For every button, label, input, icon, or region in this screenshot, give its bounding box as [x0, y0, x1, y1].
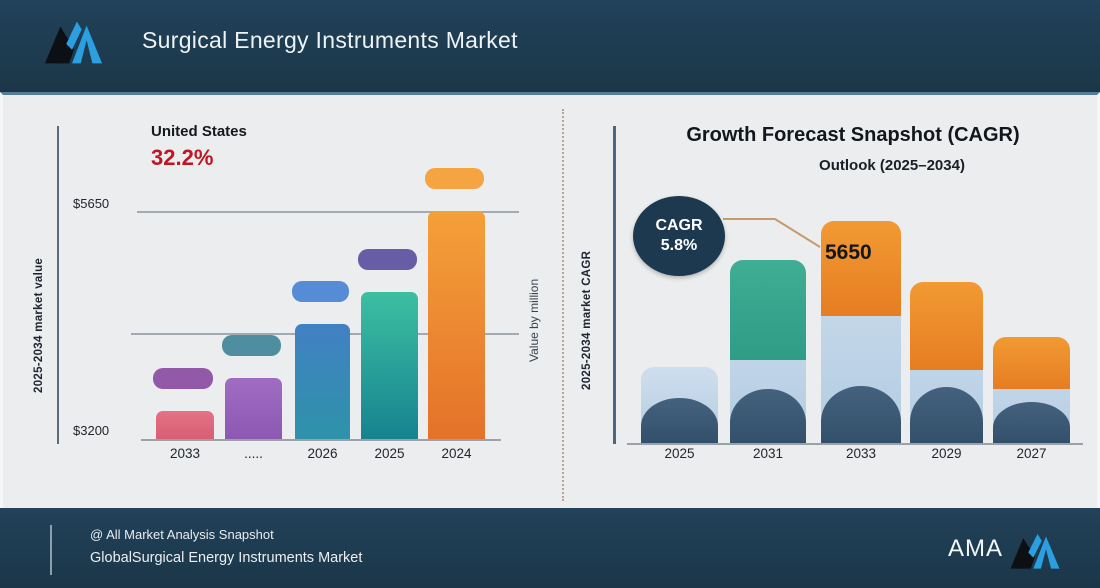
bar-cap-2024	[425, 168, 484, 189]
footer-brand-text: AMA	[948, 535, 1004, 562]
region-label: United States	[151, 123, 247, 140]
left-xtick-2033: 2033	[169, 446, 201, 461]
left-xtick-.....: .....	[244, 446, 263, 461]
segment-top-2033	[821, 221, 901, 316]
segment-base-2027	[993, 402, 1070, 443]
segment-base-2029	[910, 387, 983, 443]
left-ytick-3200: $3200	[73, 423, 110, 438]
cagr-badge-value: 5.8%	[660, 237, 698, 254]
left-gridline-5650	[137, 211, 519, 213]
left-right-axis-label: Value by million	[527, 278, 541, 362]
stacked-bar-2027	[993, 337, 1070, 443]
bar-2033	[156, 411, 214, 439]
cagr-badge-label: CAGR	[655, 217, 703, 234]
right-x-axis-line	[627, 443, 1083, 445]
stacked-bar-2033	[821, 221, 901, 443]
stacked-bar-2025	[641, 367, 718, 443]
bar-cap-2033	[153, 368, 213, 389]
footer-ama-logo-icon	[1010, 533, 1060, 569]
bar-cap-.....	[222, 335, 281, 356]
bar-2024	[428, 211, 485, 439]
charts-panel: 2025-2034 market value United States 32.…	[0, 92, 1100, 508]
bar-2025	[361, 292, 418, 439]
segment-base-2031	[730, 389, 806, 443]
segment-top-2031	[730, 260, 806, 360]
left-y-axis-label: 2025-2034 market value	[33, 257, 45, 393]
segment-top-2027	[993, 337, 1070, 389]
right-xtick-2027: 2027	[1016, 446, 1047, 461]
ama-logo-icon	[44, 21, 103, 64]
header-band: Surgical Energy Instruments Market	[0, 0, 1100, 92]
segment-base-2025	[641, 398, 718, 443]
bar-.....	[225, 378, 282, 439]
bar-value-annotation: 5650	[825, 241, 872, 264]
footer-divider	[50, 525, 52, 575]
footer-caption: GlobalSurgical Energy Instruments Market	[90, 550, 363, 566]
footer-attribution: @ All Market Analysis Snapshot	[90, 527, 274, 542]
left-xtick-2025: 2025	[374, 446, 405, 461]
bar-2026	[295, 324, 350, 439]
footer-band: @ All Market Analysis Snapshot GlobalSur…	[0, 508, 1100, 588]
left-xtick-2026: 2026	[307, 446, 338, 461]
right-xtick-2029: 2029	[931, 446, 962, 461]
left-ytick-5650: $5650	[73, 196, 110, 211]
panel-divider	[562, 109, 564, 501]
stacked-bar-2031	[730, 260, 806, 443]
left-xtick-2024: 2024	[441, 446, 472, 461]
bar-cap-2025	[358, 249, 417, 270]
left-y-axis-line	[57, 126, 59, 444]
segment-base-2033	[821, 386, 901, 443]
cagr-badge: CAGR 5.8%	[633, 196, 725, 276]
region-highlight-value: 32.2%	[151, 145, 214, 170]
stacked-bar-2029	[910, 282, 983, 443]
right-xtick-2033: 2033	[845, 446, 877, 461]
right-xtick-2031: 2031	[752, 446, 784, 461]
segment-top-2029	[910, 282, 983, 370]
right-y-axis-line	[613, 126, 616, 444]
left-x-axis-line	[141, 439, 501, 441]
right-chart-title: Growth Forecast Snapshot (CAGR)	[686, 124, 1020, 146]
page-title: Surgical Energy Instruments Market	[142, 27, 518, 53]
right-chart-subtitle: Outlook (2025–2034)	[819, 157, 965, 174]
right-y-axis-label: 2025-2034 market CAGR	[581, 250, 593, 390]
bar-cap-2026	[292, 281, 349, 302]
right-xtick-2025: 2025	[664, 446, 695, 461]
